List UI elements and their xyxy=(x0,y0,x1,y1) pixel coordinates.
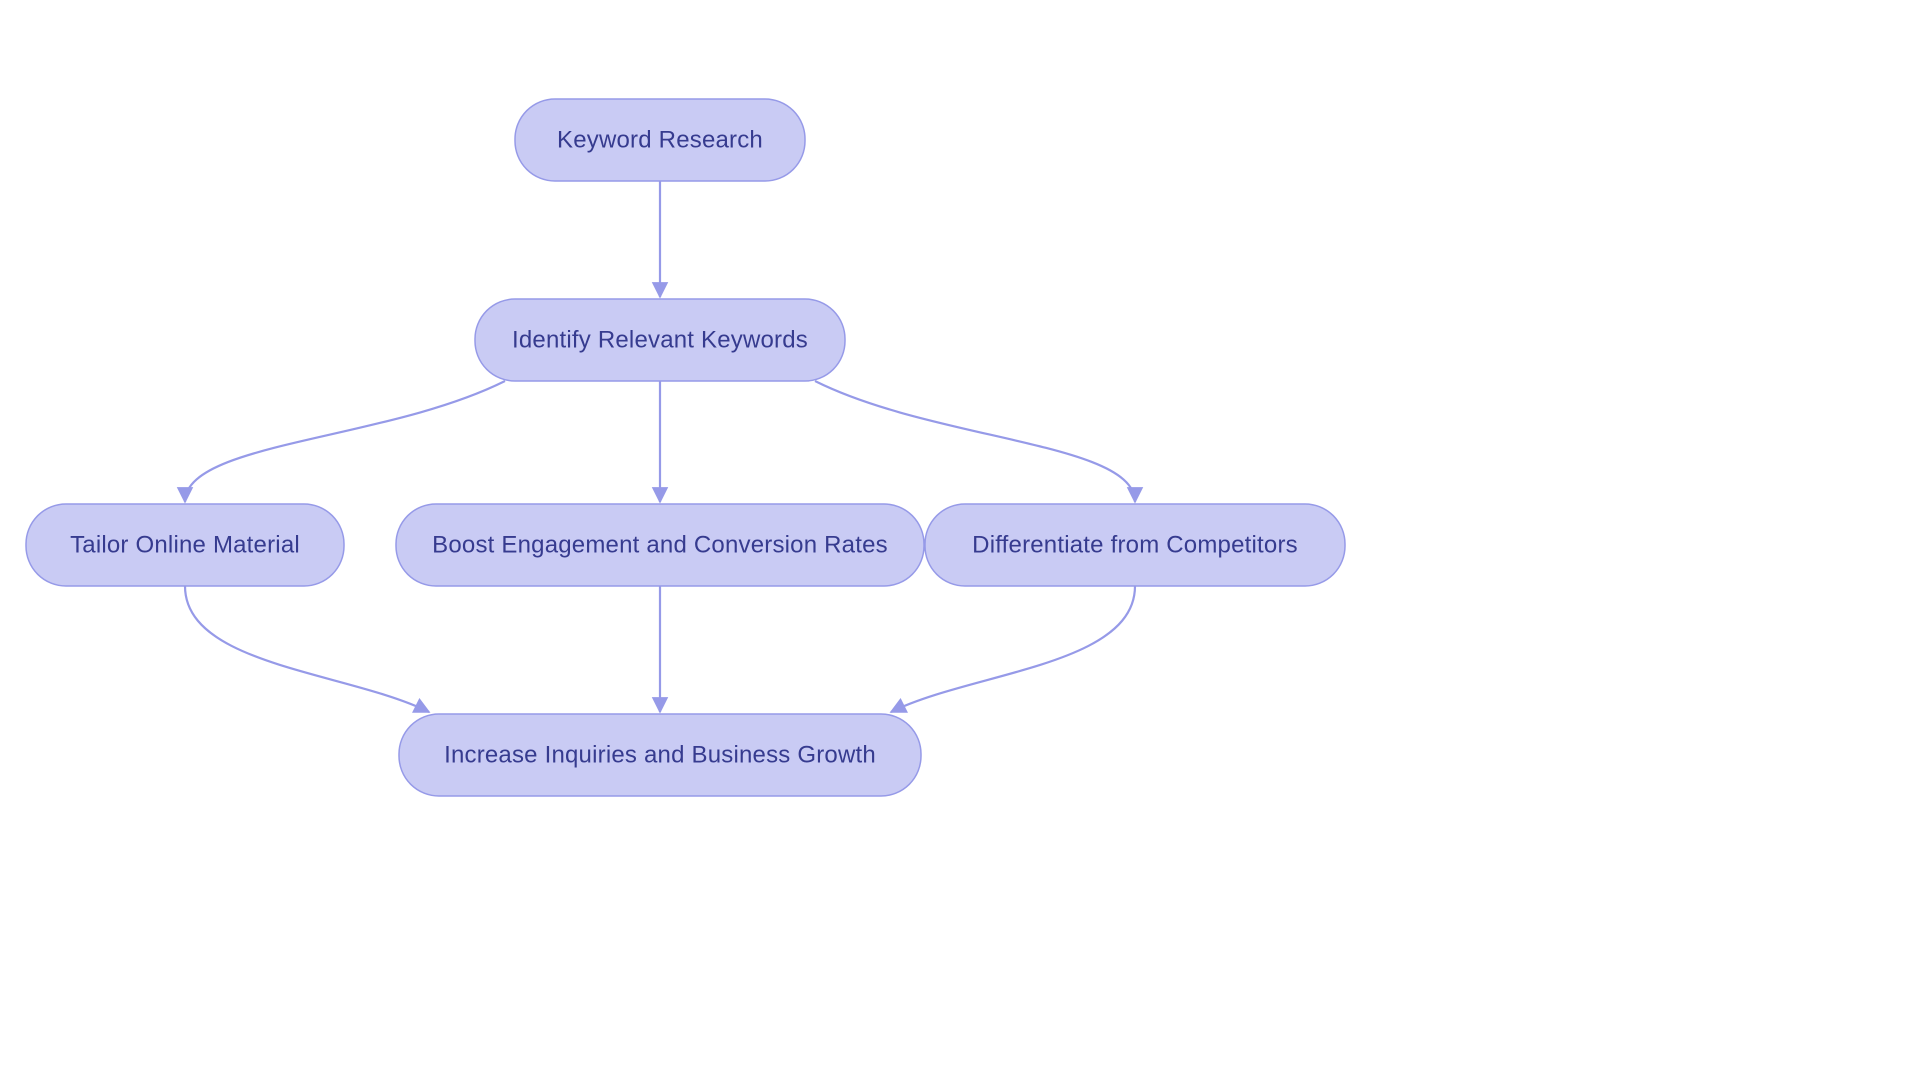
flowchart-node: Identify Relevant Keywords xyxy=(475,299,845,381)
flowchart-edge xyxy=(891,586,1135,712)
node-label: Increase Inquiries and Business Growth xyxy=(444,742,876,769)
flowchart-edge xyxy=(185,381,505,502)
flowchart-edge xyxy=(815,381,1135,502)
node-label: Differentiate from Competitors xyxy=(972,532,1298,559)
node-label: Boost Engagement and Conversion Rates xyxy=(432,532,888,559)
node-label: Identify Relevant Keywords xyxy=(512,327,808,354)
flowchart-edge xyxy=(185,586,429,712)
flowchart-node: Keyword Research xyxy=(515,99,805,181)
flowchart-node: Boost Engagement and Conversion Rates xyxy=(396,504,924,586)
node-label: Keyword Research xyxy=(557,127,763,154)
flowchart-node: Increase Inquiries and Business Growth xyxy=(399,714,921,796)
flowchart-node: Tailor Online Material xyxy=(26,504,344,586)
flowchart-node: Differentiate from Competitors xyxy=(925,504,1345,586)
flowchart-canvas: Keyword Research Identify Relevant Keywor… xyxy=(0,0,1920,1083)
node-label: Tailor Online Material xyxy=(70,532,300,559)
